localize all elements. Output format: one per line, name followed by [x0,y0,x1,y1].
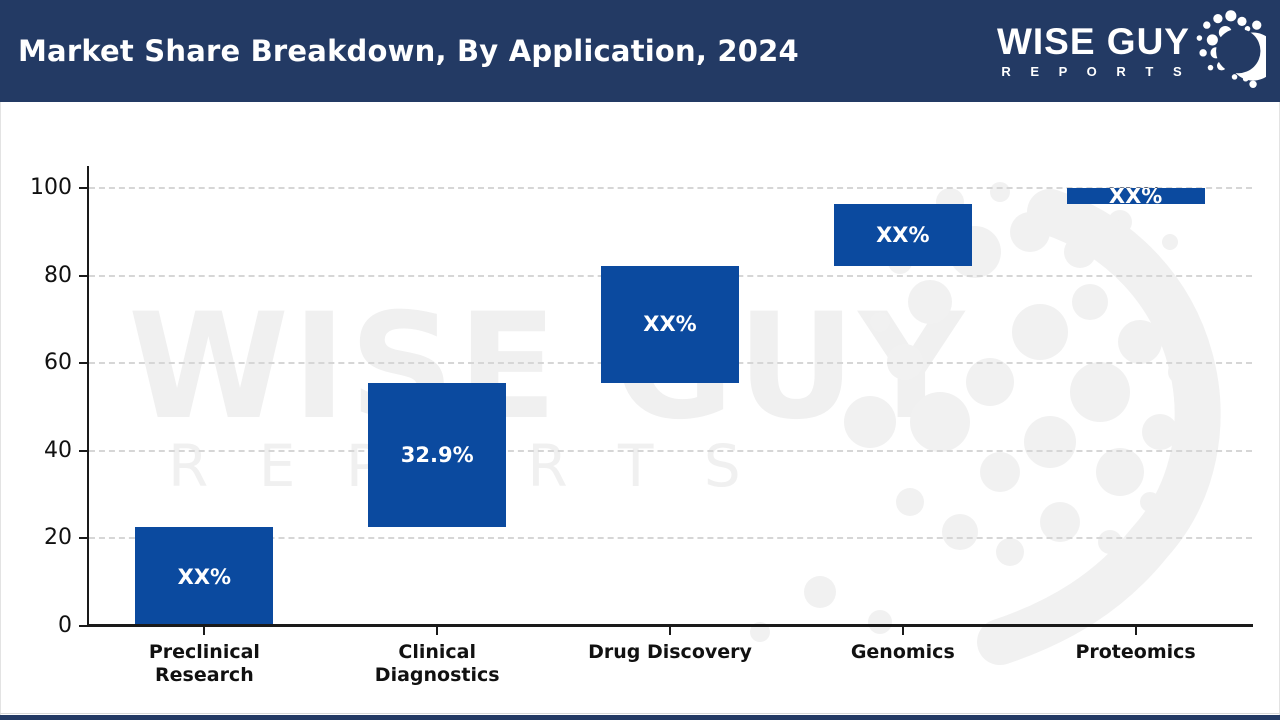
x-axis-label: Proteomics [1075,641,1196,663]
y-tick-mark [79,274,87,277]
x-axis-label: Genomics [850,641,955,663]
y-tick-mark [79,187,87,189]
bar-genomics: XX% [833,204,972,266]
bar-proteomics: XX% XX% [1066,184,1205,208]
logo-face-icon [1196,10,1266,88]
gridline-40 [89,449,1252,452]
bar-value-label-outside: XX% [1108,184,1163,209]
x-tick-mark [436,627,439,635]
x-tick-mark [669,627,671,635]
x-tick-mark [901,627,904,635]
y-tick-mark [79,625,87,627]
logo-text: WISE GUY R E P O R T S [997,23,1190,79]
chart-title: Market Share Breakdown, By Application, … [18,34,799,68]
y-tick-mark [79,362,87,365]
footer-accent-bar [0,715,1280,720]
bar-drug-discovery: XX% [601,265,739,384]
gridline-20 [89,537,1252,540]
x-axis-label: Preclinical Research [148,641,260,687]
x-axis-line [87,624,1253,627]
y-tick-label: 0 [58,613,72,638]
bar-value-label: XX% [177,564,232,589]
x-axis-label: Drug Discovery [588,641,752,663]
y-tick-mark [79,537,87,540]
y-tick-label: 40 [44,437,72,463]
bar-value-label: XX% [643,312,697,337]
y-tick-label: 80 [44,262,72,288]
bar-clinical-diagnostics: 32.9% [368,383,507,528]
y-tick-mark [79,449,87,452]
header-bar: Market Share Breakdown, By Application, … [0,0,1280,102]
logo-tagline: R E P O R T S [1001,64,1190,79]
x-tick-mark [203,627,206,635]
watermark-face-pattern [750,182,1221,665]
y-tick-label: 20 [44,525,72,551]
wise-guy-logo: WISE GUY R E P O R T S [997,10,1266,92]
chart-area: WISE GUY R E P O R T S 020406080100XX%Pr… [0,102,1280,714]
bar-value-label: XX% [876,222,930,247]
bar-value-label: XX% [1108,184,1163,209]
y-tick-label: 60 [44,350,72,376]
bar-preclinical-research: XX% [135,527,274,626]
watermark-wordmark: WISE GUY [128,282,968,452]
logo-wordmark: WISE GUY [996,21,1190,62]
y-axis-line [87,166,89,627]
gridline-100 [89,187,1252,189]
footer-hairline [0,713,1280,714]
y-tick-label: 100 [30,175,72,200]
bar-value-label: 32.9% [400,443,474,468]
x-axis-label: Clinical Diagnostics [374,641,500,687]
x-tick-mark [1134,627,1137,635]
